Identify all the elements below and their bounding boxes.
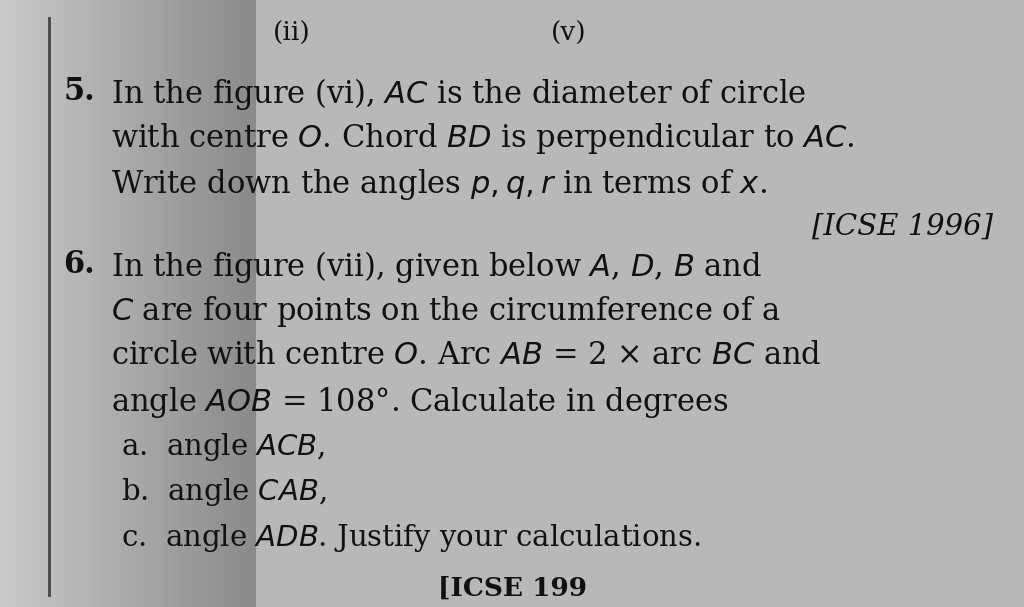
Text: $C$ are four points on the circumference of a: $C$ are four points on the circumference… bbox=[111, 294, 780, 330]
Text: In the figure (vii), given below $A$, $D$, $B$ and: In the figure (vii), given below $A$, $D… bbox=[111, 249, 762, 285]
Text: a.  angle $ACB$,: a. angle $ACB$, bbox=[121, 431, 326, 463]
Text: c.  angle $ADB$. Justify your calculations.: c. angle $ADB$. Justify your calculation… bbox=[121, 522, 700, 554]
Text: [ICSE 1996]: [ICSE 1996] bbox=[812, 212, 993, 240]
Text: [ICSE 199: [ICSE 199 bbox=[437, 576, 587, 601]
Text: 5.: 5. bbox=[63, 76, 95, 107]
Text: angle $AOB$ = 108°. Calculate in degrees: angle $AOB$ = 108°. Calculate in degrees bbox=[111, 385, 728, 421]
Text: 6.: 6. bbox=[63, 249, 95, 280]
Text: Write down the angles $p, q, r$ in terms of $x$.: Write down the angles $p, q, r$ in terms… bbox=[111, 167, 767, 202]
Text: circle with centre $O$. Arc $AB$ = 2 × arc $BC$ and: circle with centre $O$. Arc $AB$ = 2 × a… bbox=[111, 340, 821, 371]
Text: (ii): (ii) bbox=[273, 21, 310, 46]
Text: In the figure (vi), $AC$ is the diameter of circle: In the figure (vi), $AC$ is the diameter… bbox=[111, 76, 806, 112]
Text: b.  angle $CAB$,: b. angle $CAB$, bbox=[121, 476, 327, 509]
Text: with centre $O$. Chord $BD$ is perpendicular to $AC$.: with centre $O$. Chord $BD$ is perpendic… bbox=[111, 121, 854, 157]
Text: (v): (v) bbox=[551, 21, 586, 46]
